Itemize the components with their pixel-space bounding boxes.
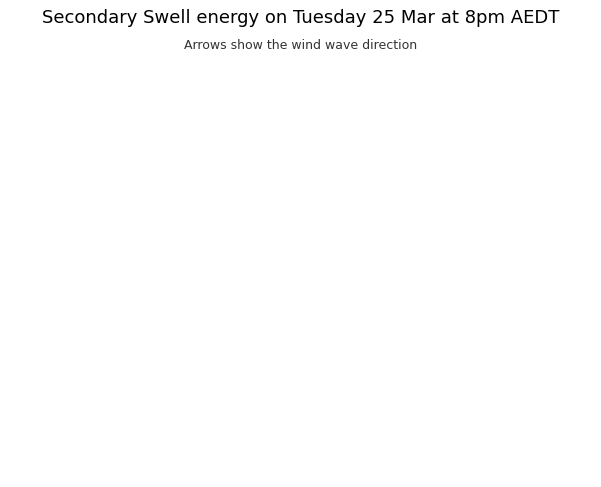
- Text: Secondary Swell energy on Tuesday 25 Mar at 8pm AEDT: Secondary Swell energy on Tuesday 25 Mar…: [42, 9, 559, 27]
- Text: Arrows show the wind wave direction: Arrows show the wind wave direction: [184, 39, 417, 53]
- Text: cartopy required: cartopy required: [243, 264, 358, 279]
